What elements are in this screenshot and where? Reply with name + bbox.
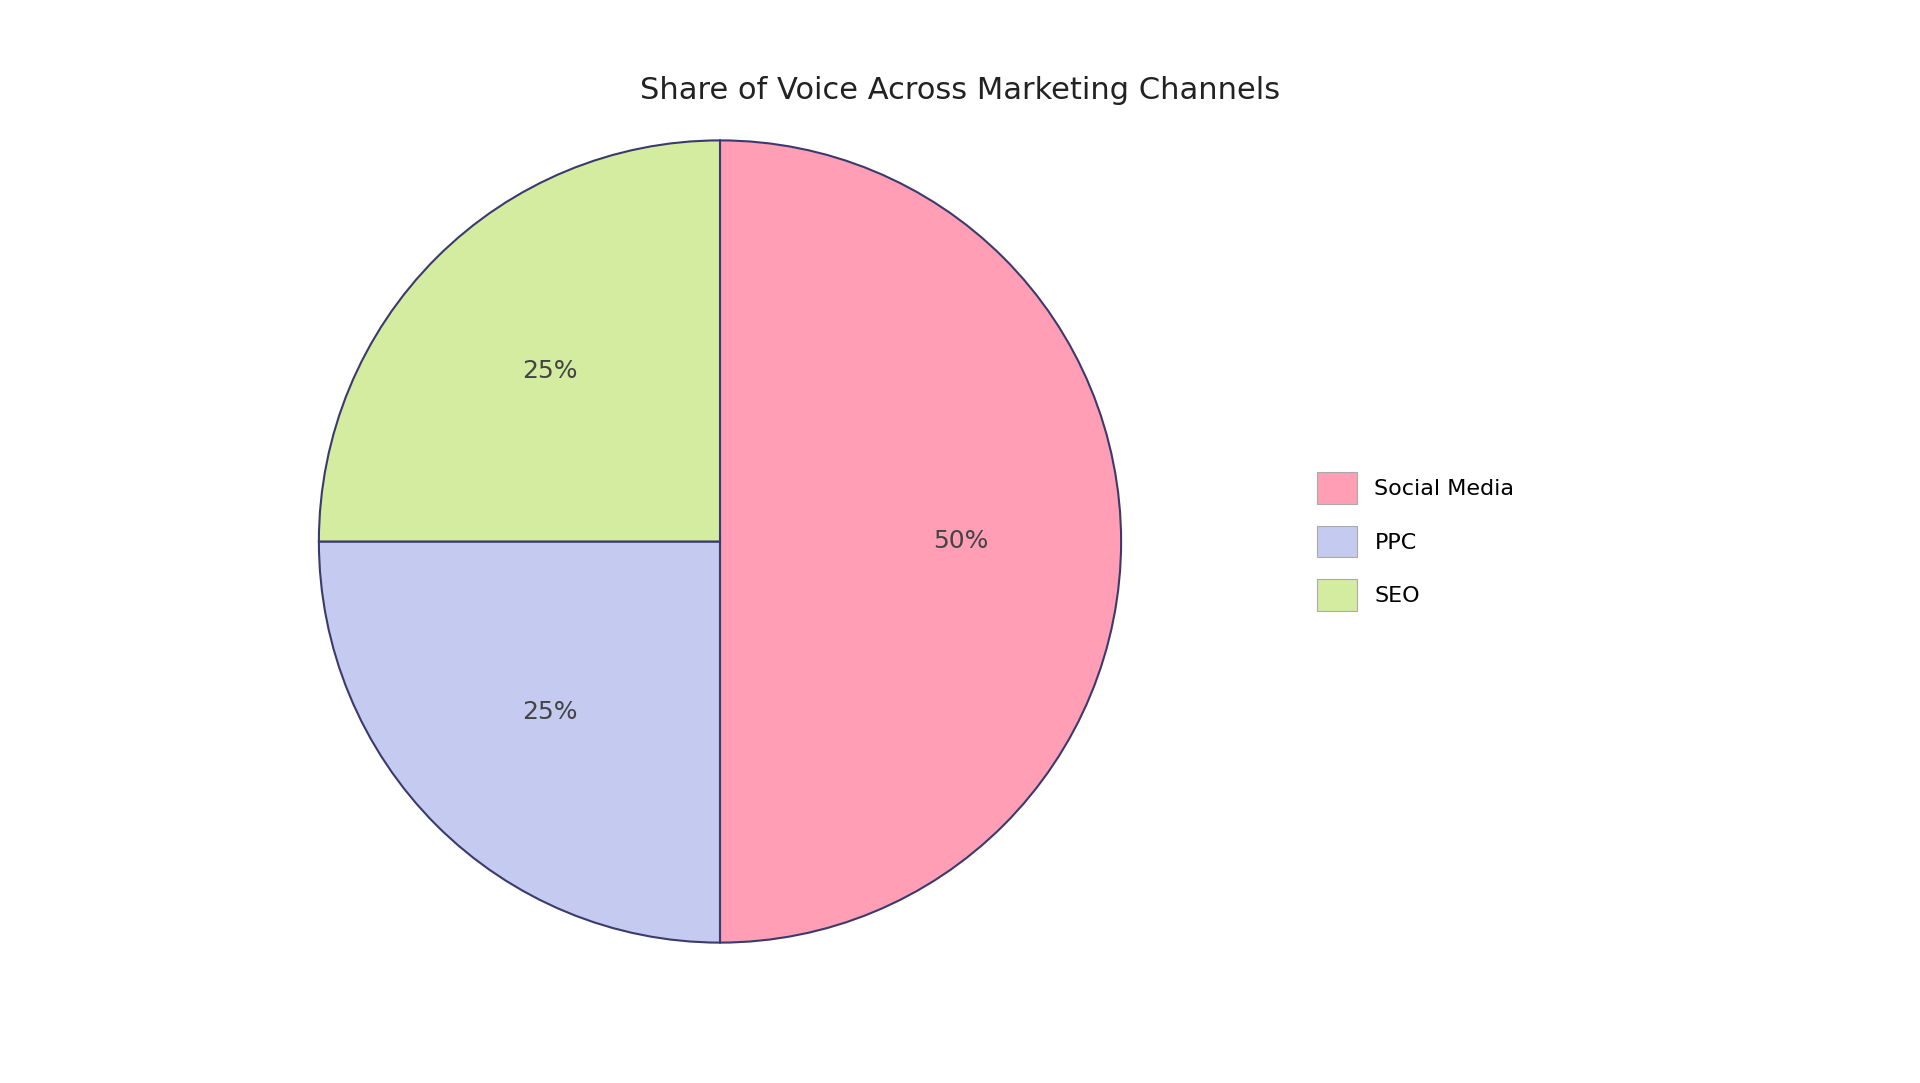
Legend: Social Media, PPC, SEO: Social Media, PPC, SEO <box>1317 472 1515 611</box>
Text: 25%: 25% <box>522 700 578 723</box>
Wedge shape <box>319 542 720 942</box>
Wedge shape <box>319 141 720 542</box>
Wedge shape <box>720 141 1121 942</box>
Text: Share of Voice Across Marketing Channels: Share of Voice Across Marketing Channels <box>639 76 1281 105</box>
Text: 25%: 25% <box>522 360 578 383</box>
Text: 50%: 50% <box>933 530 989 553</box>
